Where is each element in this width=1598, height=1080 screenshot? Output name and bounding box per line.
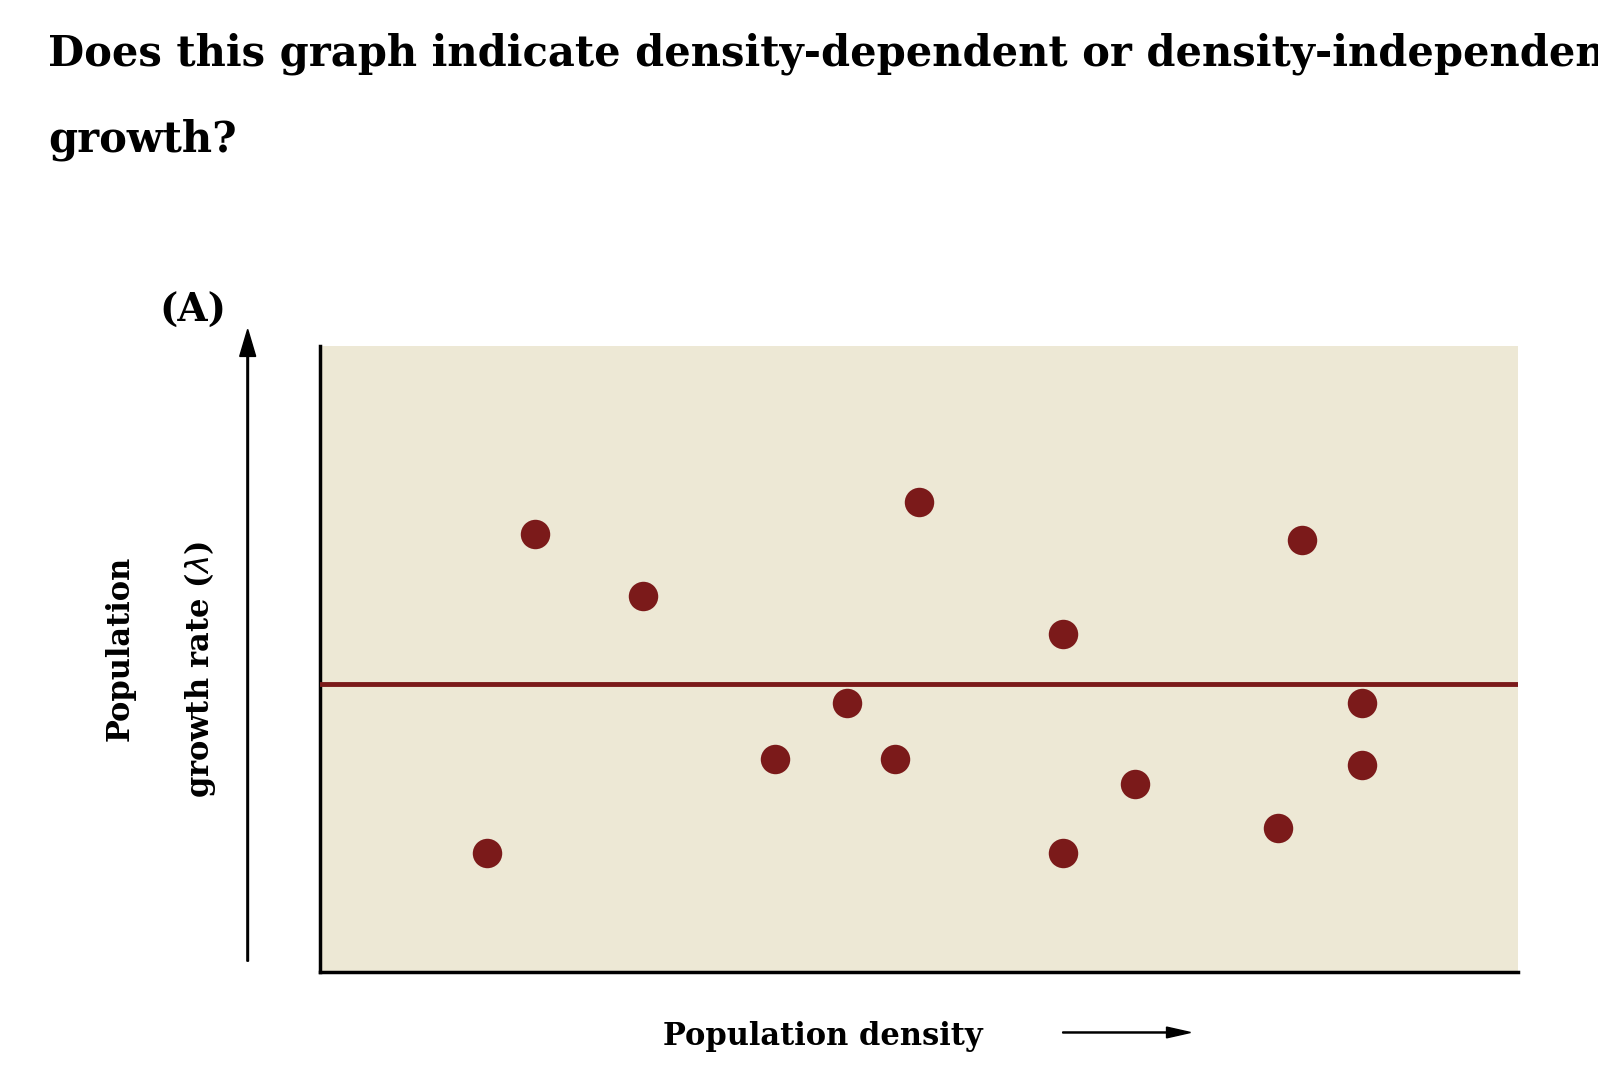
Point xyxy=(762,751,788,768)
Point xyxy=(1050,845,1075,862)
Text: Population density: Population density xyxy=(663,1022,983,1052)
Text: growth rate ($\lambda$): growth rate ($\lambda$) xyxy=(182,541,217,798)
Point xyxy=(1050,625,1075,643)
Point xyxy=(834,694,860,712)
Point xyxy=(475,845,500,862)
Point xyxy=(1349,757,1374,774)
Text: (A): (A) xyxy=(160,292,227,329)
Point xyxy=(1349,694,1374,712)
Point xyxy=(523,525,548,542)
Text: Population: Population xyxy=(104,555,136,741)
Point xyxy=(882,751,908,768)
Point xyxy=(1290,531,1315,549)
Point xyxy=(906,494,932,511)
Text: Does this graph indicate density-dependent or density-independent: Does this graph indicate density-depende… xyxy=(48,32,1598,75)
Point xyxy=(1122,775,1147,793)
Point xyxy=(630,588,657,605)
Point xyxy=(1266,820,1291,837)
Text: growth?: growth? xyxy=(48,119,237,161)
